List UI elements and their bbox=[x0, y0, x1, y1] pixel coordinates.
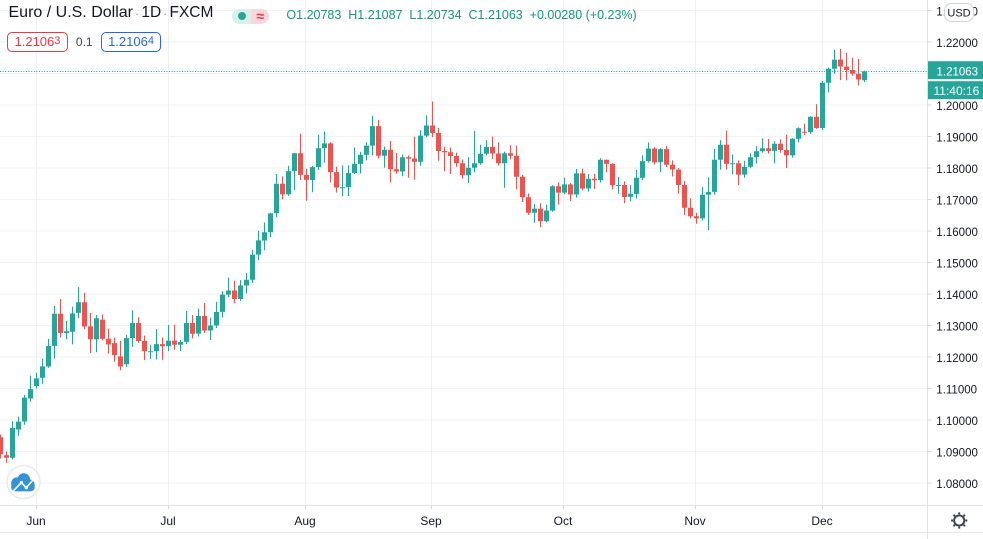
svg-text:Dec: Dec bbox=[811, 514, 832, 528]
svg-text:1.21063: 1.21063 bbox=[937, 66, 979, 78]
svg-text:1.12000: 1.12000 bbox=[936, 353, 978, 365]
svg-text:1.09000: 1.09000 bbox=[936, 448, 978, 460]
svg-text:USD: USD bbox=[947, 8, 970, 20]
svg-text:1.10000: 1.10000 bbox=[936, 416, 978, 428]
svg-text:Oct: Oct bbox=[554, 514, 573, 528]
svg-text:Aug: Aug bbox=[294, 514, 315, 528]
svg-text:1.22000: 1.22000 bbox=[936, 38, 978, 50]
svg-text:11:40:16: 11:40:16 bbox=[934, 84, 980, 98]
svg-text:1.16000: 1.16000 bbox=[936, 227, 978, 239]
svg-text:1.17000: 1.17000 bbox=[936, 196, 978, 208]
svg-text:1.08000: 1.08000 bbox=[936, 479, 978, 491]
svg-text:1.18000: 1.18000 bbox=[936, 164, 978, 176]
svg-text:Nov: Nov bbox=[684, 514, 705, 528]
svg-text:1.15000: 1.15000 bbox=[936, 259, 978, 271]
svg-text:1.14000: 1.14000 bbox=[936, 290, 978, 302]
svg-text:1.11000: 1.11000 bbox=[936, 385, 977, 397]
svg-text:Sep: Sep bbox=[420, 514, 442, 528]
svg-text:Jun: Jun bbox=[26, 514, 45, 528]
svg-text:1.13000: 1.13000 bbox=[936, 322, 978, 334]
svg-text:Jul: Jul bbox=[160, 514, 175, 528]
svg-text:1.19000: 1.19000 bbox=[936, 133, 978, 145]
svg-text:1.20000: 1.20000 bbox=[936, 101, 978, 113]
